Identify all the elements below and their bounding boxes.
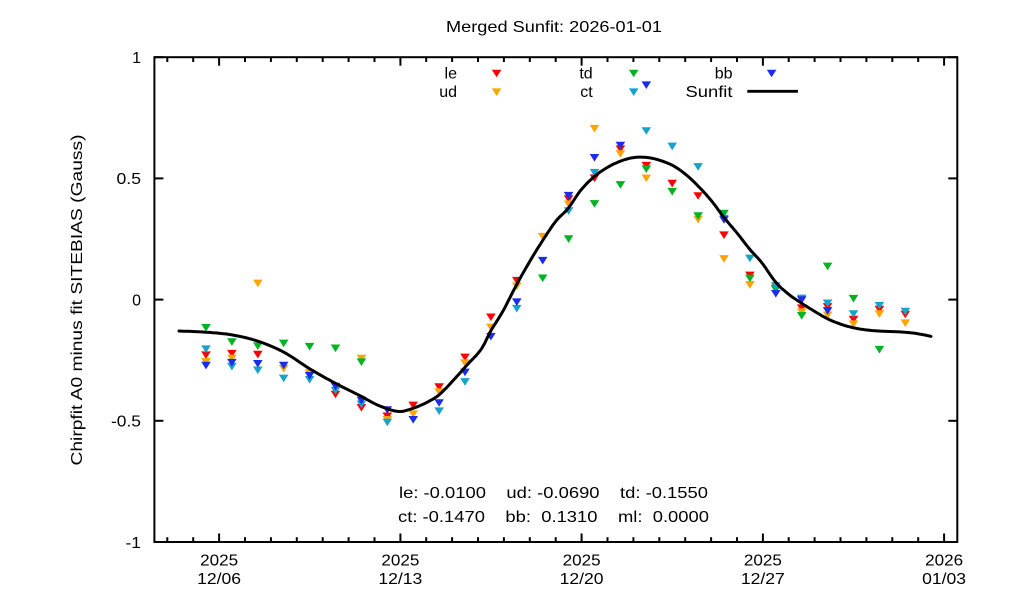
- svg-text:01/03: 01/03: [922, 571, 966, 588]
- svg-text:Merged Sunfit: 2026-01-01: Merged Sunfit: 2026-01-01: [446, 19, 662, 36]
- svg-text:2025: 2025: [200, 553, 238, 570]
- svg-text:Chirpfit A0 minus fit SITEBIAS: Chirpfit A0 minus fit SITEBIAS (Gauss): [69, 135, 86, 466]
- svg-text:0: 0: [132, 292, 141, 309]
- svg-text:2025: 2025: [563, 553, 601, 570]
- svg-text:le: le: [445, 65, 458, 82]
- svg-text:0.5: 0.5: [117, 171, 142, 188]
- svg-text:-1: -1: [126, 535, 142, 552]
- svg-text:2026: 2026: [925, 553, 963, 570]
- svg-text:2025: 2025: [381, 553, 419, 570]
- svg-text:Sunfit: Sunfit: [686, 84, 734, 101]
- svg-text:12/06: 12/06: [197, 571, 241, 588]
- svg-text:ud: ud: [439, 84, 457, 101]
- svg-text:12/13: 12/13: [378, 571, 422, 588]
- svg-text:td: td: [579, 65, 592, 82]
- svg-text:bb: bb: [715, 65, 733, 82]
- svg-text:12/27: 12/27: [741, 571, 785, 588]
- svg-text:ct: -0.1470 bb: 0.1310: ct: -0.1470 bb: 0.1310 ml: 0.0000: [398, 509, 709, 526]
- svg-text:1: 1: [132, 50, 141, 67]
- svg-text:12/20: 12/20: [560, 571, 604, 588]
- svg-text:ct: ct: [580, 84, 593, 101]
- svg-text:-0.5: -0.5: [111, 414, 141, 431]
- svg-text:2025: 2025: [744, 553, 782, 570]
- svg-text:le: -0.0100 ud: -0.0690: le: -0.0100 ud: -0.0690 td: -0.1550: [399, 485, 708, 502]
